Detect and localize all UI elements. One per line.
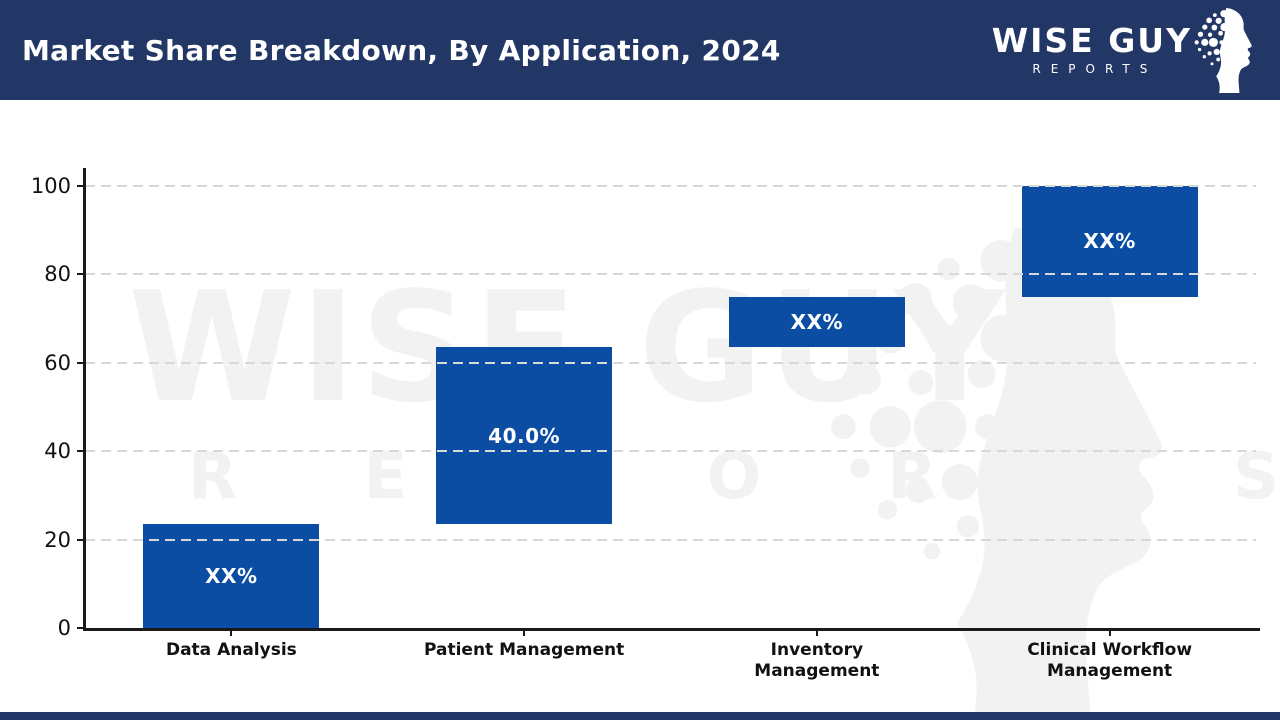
x-tick-label-data-analysis: Data Analysis: [165, 640, 297, 660]
x-tick-label-inventory-management: Inventory Management: [754, 640, 880, 681]
y-axis-spine: [83, 168, 86, 631]
x-tick-label-patient-management: Patient Management: [424, 640, 625, 660]
bar-clinical-workflow-management: XX%: [1021, 186, 1198, 297]
gridline-60: [85, 361, 1256, 364]
bar-data-analysis: XX%: [143, 524, 320, 628]
y-tick-mark: [77, 273, 85, 276]
bar-value-label: 40.0%: [488, 423, 561, 448]
y-tick-mark: [77, 627, 85, 629]
logo-wiseguy-label: WISE GUY: [991, 21, 1192, 60]
bar-value-label: XX%: [205, 564, 258, 589]
logo-text: WISE GUY REPORTS: [992, 24, 1192, 76]
logo-reports-label: REPORTS: [1032, 62, 1158, 76]
x-axis-spine: [83, 628, 1260, 631]
y-tick-mark: [77, 361, 85, 364]
watermark-reports-text: R E P O R T S: [188, 440, 1280, 514]
x-tick-label-clinical-workflow-management: Clinical Workflow Management: [1027, 640, 1193, 681]
y-tick-label: 20: [44, 527, 71, 552]
watermark: WISE GUY R E P O R T S: [128, 272, 1280, 515]
bar-patient-management: 40.0%: [436, 347, 613, 525]
gridline-80: [85, 273, 1256, 276]
chart-title: Market Share Breakdown, By Application, …: [22, 33, 781, 67]
bar-inventory-management: XX%: [728, 296, 905, 348]
y-tick-label: 40: [44, 439, 71, 464]
plot-area: WISE GUY R E P O R T S XX% 40.0% XX% XX% Da…: [0, 100, 1280, 720]
bar-value-label: XX%: [1083, 229, 1136, 254]
wise-guy-logo: WISE GUY REPORTS: [992, 7, 1258, 93]
y-tick-label: 0: [57, 616, 71, 640]
y-tick-label: 100: [30, 174, 71, 198]
gridline-40: [85, 450, 1256, 453]
x-tick-mark: [815, 628, 818, 636]
logo-head-icon: [1194, 7, 1252, 93]
header: Market Share Breakdown, By Application, …: [0, 0, 1280, 100]
y-tick-label: 60: [44, 350, 71, 375]
gridline-20: [85, 538, 1256, 541]
y-tick-mark: [77, 538, 85, 541]
bar-value-label: XX%: [790, 309, 844, 334]
y-tick-mark: [77, 185, 85, 187]
y-tick-label: 80: [44, 262, 71, 287]
x-tick-mark: [1108, 628, 1111, 636]
footer-bar: [0, 712, 1280, 720]
gridline-100: [85, 185, 1256, 187]
y-tick-mark: [77, 450, 85, 453]
x-tick-mark: [230, 628, 233, 636]
x-tick-mark: [523, 628, 526, 636]
